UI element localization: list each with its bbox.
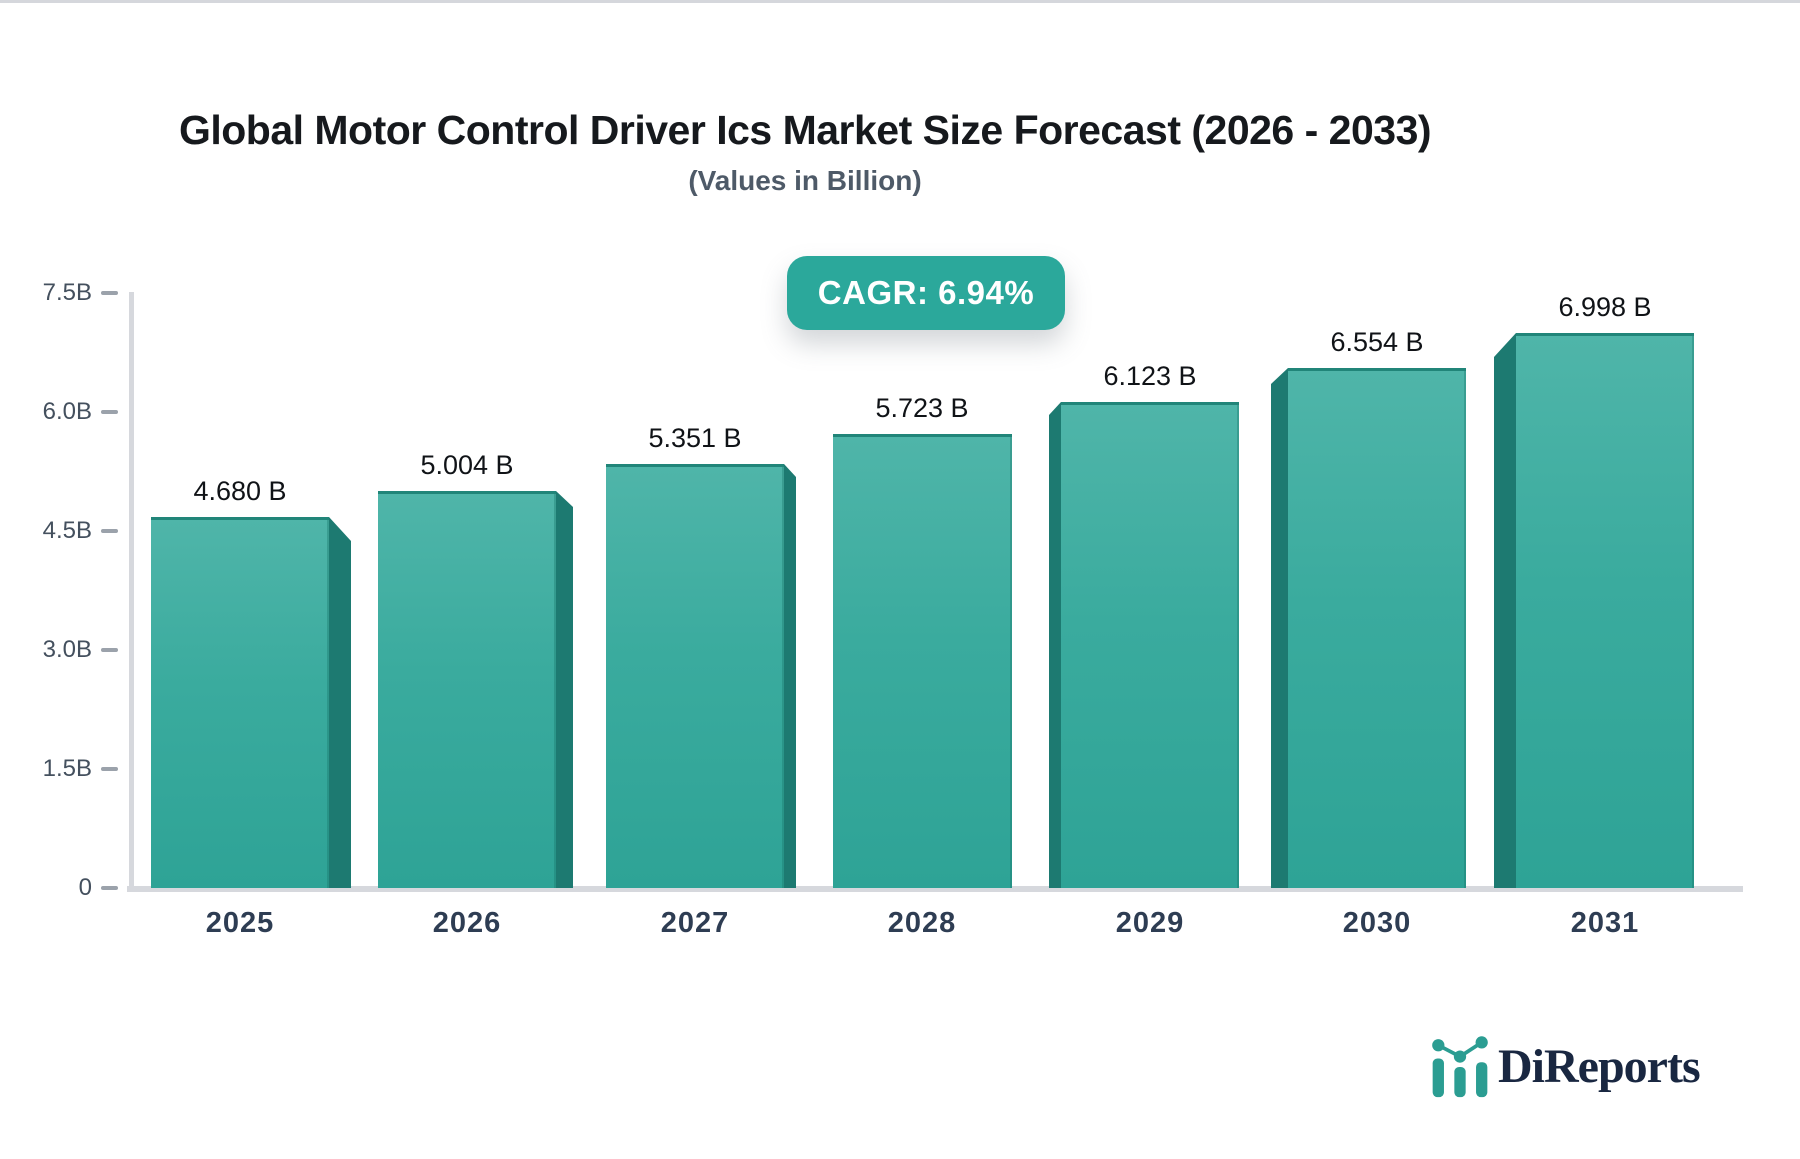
- bar-2026: [378, 491, 573, 888]
- x-axis-label-2029: 2029: [1115, 907, 1185, 939]
- y-tick-mark: [101, 767, 118, 771]
- x-axis-label-2025: 2025: [205, 907, 275, 939]
- bar-value-label-2028: 5.723 B: [875, 393, 969, 423]
- x-axis-label-2031: 2031: [1570, 907, 1640, 939]
- x-axis-label-2027: 2027: [660, 907, 730, 939]
- cagr-badge: CAGR: 6.94%: [787, 256, 1065, 330]
- bar-2030: [1271, 368, 1466, 888]
- y-tick-mark: [101, 648, 118, 652]
- y-axis-label: 7.5B: [42, 279, 92, 306]
- y-axis-line: [129, 292, 134, 889]
- y-tick-mark: [101, 291, 118, 295]
- y-axis-label: 3.0B: [42, 636, 92, 663]
- bar-face: [833, 434, 1012, 888]
- bar-2025: [151, 517, 351, 888]
- bar-value-label-2031: 6.998 B: [1558, 292, 1652, 322]
- cagr-badge-label: CAGR: 6.94%: [817, 274, 1035, 311]
- y-tick-mark: [101, 886, 118, 890]
- bar-3d-side: [1271, 368, 1288, 888]
- bar-face: [151, 517, 329, 888]
- bar-chart-logo-icon: [1432, 1036, 1488, 1098]
- bar-3d-side: [329, 517, 351, 888]
- direports-logo: DiReports: [1430, 1033, 1701, 1099]
- y-axis-label: 4.5B: [42, 517, 92, 544]
- y-tick-mark: [101, 410, 118, 414]
- bar-face: [1061, 402, 1239, 888]
- bar-face: [606, 464, 784, 888]
- bar-3d-side: [784, 464, 796, 888]
- chart-title: Global Motor Control Driver Ics Market S…: [178, 107, 1432, 153]
- bar-value-label-2030: 6.554 B: [1330, 327, 1424, 357]
- direports-logo-text: DiReports: [1498, 1039, 1701, 1093]
- bar-value-label-2029: 6.123 B: [1103, 361, 1197, 391]
- bar-value-label-2027: 5.351 B: [648, 423, 742, 453]
- y-tick-mark: [101, 529, 118, 533]
- x-axis-label-2026: 2026: [432, 907, 502, 939]
- bar-face: [1516, 333, 1694, 888]
- bar-face: [1288, 368, 1466, 888]
- x-axis-label-2030: 2030: [1342, 907, 1412, 939]
- y-axis-label: 1.5B: [42, 755, 92, 782]
- bar-value-label-2026: 5.004 B: [420, 450, 514, 480]
- y-axis-label: 0: [78, 874, 92, 901]
- y-axis-label: 6.0B: [42, 398, 92, 425]
- bar-value-label-2025: 4.680 B: [193, 476, 287, 506]
- bar-3d-side: [1494, 333, 1516, 888]
- chart-subtitle: (Values in Billion): [688, 165, 922, 196]
- bar-2029: [1049, 402, 1239, 888]
- bar-2027: [606, 464, 796, 888]
- bar-2031: [1494, 333, 1694, 888]
- bar-3d-side: [556, 491, 573, 888]
- x-axis-line: [127, 886, 1743, 892]
- bar-2028: [833, 434, 1012, 888]
- x-axis-label-2028: 2028: [887, 907, 957, 939]
- bar-3d-side: [1049, 402, 1061, 888]
- bar-face: [378, 491, 556, 888]
